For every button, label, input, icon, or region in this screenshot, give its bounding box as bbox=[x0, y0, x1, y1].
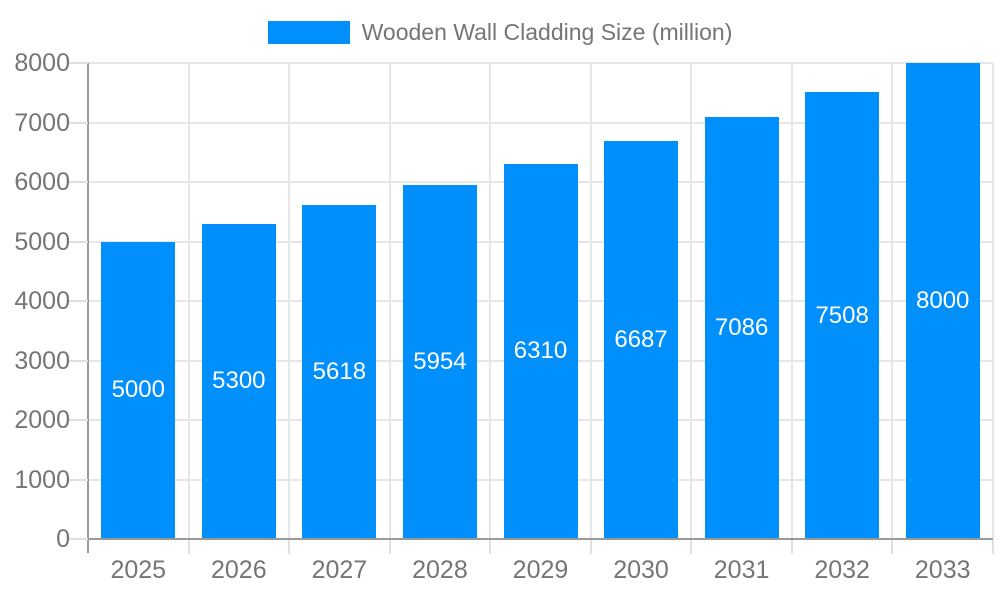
x-tick-boundary-9 bbox=[992, 540, 994, 554]
y-tick-2000 bbox=[68, 419, 88, 421]
bar-value-label: 5000 bbox=[111, 376, 165, 404]
plot-area: 5000 5300 5618 5954 6310 6687 7086 7508 8000 bbox=[87, 62, 994, 553]
bar-2030[interactable]: 6687 bbox=[604, 141, 679, 539]
x-tick-boundary-1 bbox=[187, 540, 190, 554]
x-axis-label-2025: 2025 bbox=[110, 556, 167, 584]
x-tick-boundary-5 bbox=[589, 540, 592, 554]
bar-value-label: 8000 bbox=[916, 287, 970, 314]
gridline-x-boundary-9 bbox=[992, 63, 994, 539]
bar-value-label: 6687 bbox=[614, 326, 668, 354]
bar-2026[interactable]: 5300 bbox=[201, 223, 276, 539]
y-tick-5000 bbox=[68, 240, 88, 243]
y-tick-1000 bbox=[68, 478, 88, 481]
x-tick-boundary-8 bbox=[891, 540, 894, 554]
bar-value-label: 7086 bbox=[714, 314, 769, 342]
x-axis-label-2033: 2033 bbox=[914, 556, 971, 584]
legend-item[interactable]: Wooden Wall Cladding Size (million) bbox=[267, 19, 733, 46]
gridline-y-7000 bbox=[88, 121, 993, 124]
gridline-x-boundary-8 bbox=[891, 63, 894, 539]
x-axis-label-2027: 2027 bbox=[311, 556, 368, 584]
y-axis-label-2000: 2000 bbox=[14, 406, 70, 434]
y-axis-label-1000: 1000 bbox=[14, 465, 70, 494]
bar-value-label: 6310 bbox=[513, 337, 568, 365]
y-tick-4000 bbox=[68, 300, 88, 302]
y-axis-label-0: 0 bbox=[56, 525, 70, 553]
y-tick-7000 bbox=[68, 121, 88, 124]
chart-legend: Wooden Wall Cladding Size (million) bbox=[0, 19, 1000, 46]
legend-label: Wooden Wall Cladding Size (million) bbox=[361, 19, 733, 45]
gridline-x-boundary-4 bbox=[489, 63, 492, 539]
gridline-y-8000 bbox=[88, 62, 993, 64]
bar-2033[interactable]: 8000 bbox=[905, 63, 980, 539]
x-tick-boundary-3 bbox=[388, 540, 391, 554]
x-axis-label-2026: 2026 bbox=[211, 556, 267, 584]
x-tick-boundary-4 bbox=[489, 540, 492, 554]
gridline-x-boundary-7 bbox=[790, 63, 793, 539]
bar-2025[interactable]: 5000 bbox=[101, 241, 176, 539]
legend-color-swatch bbox=[267, 21, 350, 44]
x-tick-boundary-7 bbox=[790, 540, 793, 554]
gridline-x-boundary-3 bbox=[388, 63, 391, 539]
gridline-x-boundary-5 bbox=[589, 63, 592, 539]
y-axis-label-4000: 4000 bbox=[14, 287, 70, 315]
bar-2028[interactable]: 5954 bbox=[402, 184, 477, 539]
y-axis-label-8000: 8000 bbox=[14, 49, 70, 77]
x-tick-boundary-6 bbox=[690, 540, 693, 554]
bar-value-label: 5954 bbox=[413, 347, 467, 375]
y-axis-label-3000: 3000 bbox=[14, 346, 70, 375]
x-axis-line bbox=[88, 538, 993, 540]
gridline-x-boundary-6 bbox=[690, 63, 693, 539]
bar-2031[interactable]: 7086 bbox=[704, 117, 779, 539]
y-axis-line bbox=[87, 63, 89, 553]
bar-value-label: 7508 bbox=[815, 301, 869, 329]
bar-2032[interactable]: 7508 bbox=[805, 92, 880, 539]
y-tick-0 bbox=[68, 538, 88, 540]
bar-2029[interactable]: 6310 bbox=[503, 163, 578, 539]
gridline-x-boundary-1 bbox=[187, 63, 190, 539]
x-axis-label-2030: 2030 bbox=[613, 556, 669, 584]
x-axis-label-2029: 2029 bbox=[512, 556, 569, 584]
y-tick-8000 bbox=[68, 62, 88, 64]
y-tick-3000 bbox=[68, 359, 88, 362]
y-axis-label-6000: 6000 bbox=[14, 168, 70, 196]
bar-value-label: 5300 bbox=[212, 367, 266, 395]
x-axis-label-2032: 2032 bbox=[814, 556, 870, 584]
x-axis-label-2028: 2028 bbox=[412, 556, 468, 584]
y-tick-6000 bbox=[68, 181, 88, 183]
bar-2027[interactable]: 5618 bbox=[302, 204, 377, 539]
x-tick-boundary-2 bbox=[288, 540, 291, 554]
bar-value-label: 5618 bbox=[312, 357, 367, 385]
x-axis-label-2031: 2031 bbox=[713, 556, 770, 584]
gridline-x-boundary-2 bbox=[288, 63, 291, 539]
y-axis-label-5000: 5000 bbox=[14, 227, 70, 256]
y-axis-label-7000: 7000 bbox=[14, 108, 70, 137]
